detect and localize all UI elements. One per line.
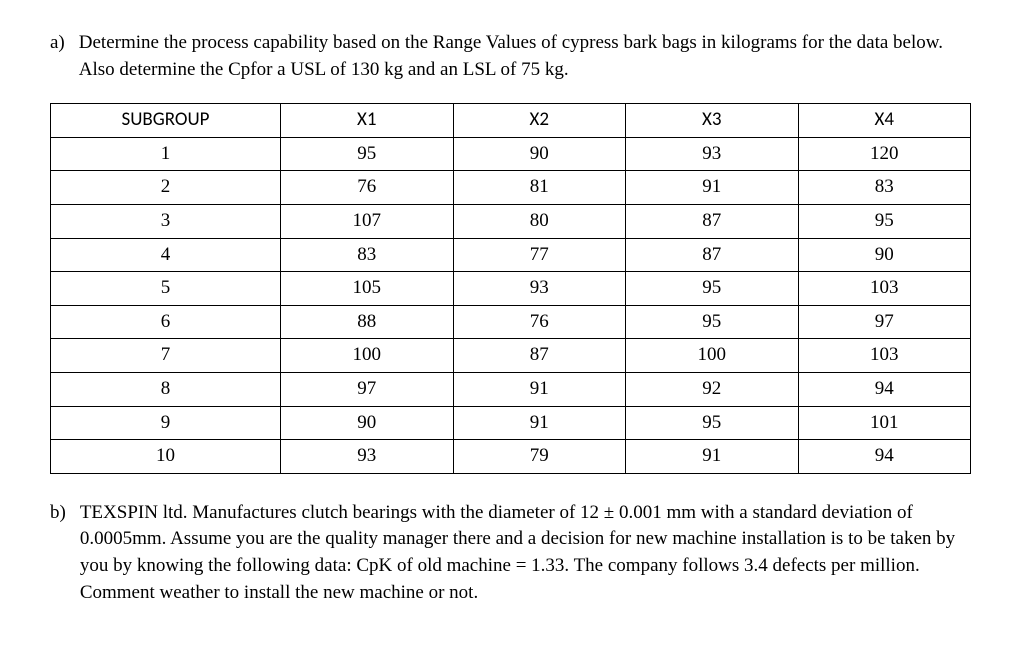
table-row: 6 88 76 95 97 — [51, 305, 971, 339]
cell: 91 — [626, 440, 799, 474]
col-header-x3: X3 — [626, 104, 799, 138]
cell: 93 — [453, 272, 626, 306]
cell: 83 — [281, 238, 454, 272]
cell: 93 — [626, 137, 799, 171]
cell: 100 — [281, 339, 454, 373]
table-row: 7 100 87 100 103 — [51, 339, 971, 373]
table-row: 5 105 93 95 103 — [51, 272, 971, 306]
question-b-text: TEXSPIN ltd. Manufactures clutch bearing… — [80, 500, 971, 606]
cell: 5 — [51, 272, 281, 306]
question-a-marker: a) — [50, 30, 65, 83]
cell: 8 — [51, 372, 281, 406]
cell: 95 — [798, 204, 971, 238]
table-header-row: SUBGROUP X1 X2 X3 X4 — [51, 104, 971, 138]
cell: 9 — [51, 406, 281, 440]
cell: 6 — [51, 305, 281, 339]
cell: 91 — [626, 171, 799, 205]
question-b-marker: b) — [50, 500, 66, 606]
table-row: 1 95 90 93 120 — [51, 137, 971, 171]
cell: 95 — [281, 137, 454, 171]
cell: 88 — [281, 305, 454, 339]
cell: 95 — [626, 406, 799, 440]
cell: 77 — [453, 238, 626, 272]
col-header-subgroup: SUBGROUP — [51, 104, 281, 138]
cell: 95 — [626, 272, 799, 306]
table-row: 9 90 91 95 101 — [51, 406, 971, 440]
cell: 87 — [626, 204, 799, 238]
question-a: a) Determine the process capability base… — [50, 30, 971, 83]
cell: 1 — [51, 137, 281, 171]
table-row: 4 83 77 87 90 — [51, 238, 971, 272]
question-b: b) TEXSPIN ltd. Manufactures clutch bear… — [50, 500, 971, 606]
cell: 87 — [453, 339, 626, 373]
cell: 95 — [626, 305, 799, 339]
cell: 97 — [281, 372, 454, 406]
table-row: 8 97 91 92 94 — [51, 372, 971, 406]
cell: 80 — [453, 204, 626, 238]
cell: 101 — [798, 406, 971, 440]
cell: 79 — [453, 440, 626, 474]
table-row: 3 107 80 87 95 — [51, 204, 971, 238]
table-row: 2 76 81 91 83 — [51, 171, 971, 205]
cell: 10 — [51, 440, 281, 474]
cell: 107 — [281, 204, 454, 238]
cell: 103 — [798, 272, 971, 306]
cell: 91 — [453, 406, 626, 440]
cell: 2 — [51, 171, 281, 205]
table-row: 10 93 79 91 94 — [51, 440, 971, 474]
cell: 90 — [281, 406, 454, 440]
cell: 91 — [453, 372, 626, 406]
cell: 87 — [626, 238, 799, 272]
table-body: 1 95 90 93 120 2 76 81 91 83 3 107 80 87… — [51, 137, 971, 473]
cell: 105 — [281, 272, 454, 306]
cell: 103 — [798, 339, 971, 373]
cell: 83 — [798, 171, 971, 205]
cell: 76 — [281, 171, 454, 205]
data-table: SUBGROUP X1 X2 X3 X4 1 95 90 93 120 2 76… — [50, 103, 971, 474]
col-header-x1: X1 — [281, 104, 454, 138]
cell: 81 — [453, 171, 626, 205]
cell: 76 — [453, 305, 626, 339]
cell: 97 — [798, 305, 971, 339]
col-header-x4: X4 — [798, 104, 971, 138]
cell: 4 — [51, 238, 281, 272]
question-a-text: Determine the process capability based o… — [79, 30, 971, 83]
col-header-x2: X2 — [453, 104, 626, 138]
cell: 90 — [453, 137, 626, 171]
cell: 93 — [281, 440, 454, 474]
cell: 94 — [798, 372, 971, 406]
cell: 7 — [51, 339, 281, 373]
cell: 94 — [798, 440, 971, 474]
cell: 90 — [798, 238, 971, 272]
cell: 100 — [626, 339, 799, 373]
cell: 92 — [626, 372, 799, 406]
cell: 120 — [798, 137, 971, 171]
cell: 3 — [51, 204, 281, 238]
